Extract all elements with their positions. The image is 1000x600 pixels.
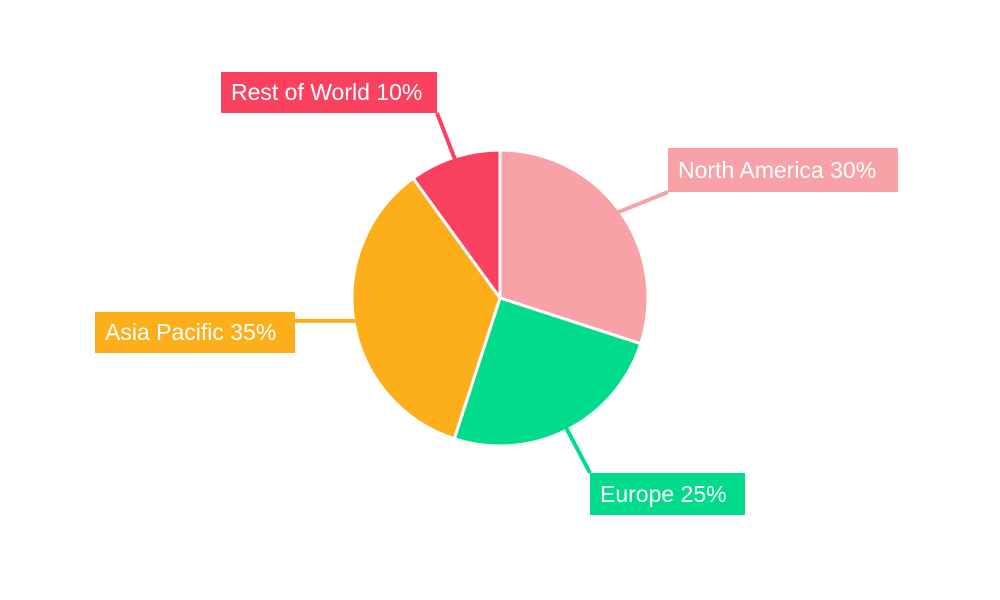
slice-label-north-america: North America 30% xyxy=(668,148,898,192)
leader-line-rest-of-world xyxy=(435,112,457,160)
leader-line-europe xyxy=(564,427,592,474)
slice-label-rest-of-world: Rest of World 10% xyxy=(221,72,437,113)
leader-line-north-america xyxy=(617,190,669,215)
slice-label-europe: Europe 25% xyxy=(590,473,745,515)
slice-label-asia-pacific: Asia Pacific 35% xyxy=(95,312,295,353)
